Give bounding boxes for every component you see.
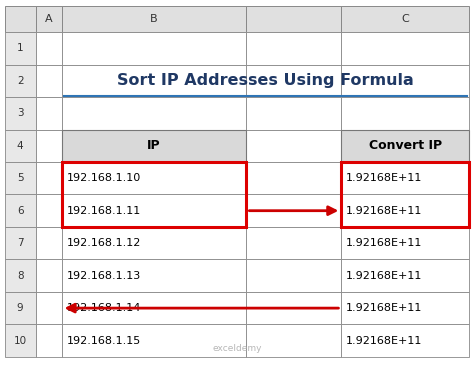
Bar [246,65,341,97]
Bar [5,227,36,259]
Text: 192.168.1.14: 192.168.1.14 [67,303,142,313]
Bar [36,259,62,292]
Bar [246,32,341,65]
Text: exceldemy: exceldemy [212,344,262,353]
Bar [341,65,469,97]
Bar [246,162,341,194]
Bar [62,162,246,194]
Bar [62,6,246,32]
Text: 1: 1 [17,43,23,54]
Bar [5,65,36,97]
Text: Convert IP: Convert IP [369,139,442,152]
Bar [341,324,469,357]
Bar [341,32,469,65]
Bar [5,130,36,162]
Bar [5,32,36,65]
Bar [36,65,62,97]
Bar [36,6,62,32]
Text: 1.92168E+11: 1.92168E+11 [346,206,422,216]
Bar [246,292,341,324]
Bar [62,162,246,227]
Bar [62,130,246,162]
Bar [62,194,246,227]
Text: 3: 3 [17,108,23,118]
Text: Sort IP Addresses Using Formula: Sort IP Addresses Using Formula [117,73,414,88]
Bar [62,97,246,130]
Text: 4: 4 [17,141,23,151]
Bar [246,130,341,162]
Bar [36,130,62,162]
Text: B: B [150,14,158,24]
Bar [36,194,62,227]
Bar [5,194,36,227]
Bar [5,259,36,292]
Bar [246,6,341,32]
Text: 1.92168E+11: 1.92168E+11 [346,173,422,183]
Bar [36,324,62,357]
Bar [341,194,469,227]
Text: A: A [45,14,53,24]
Text: 6: 6 [17,206,23,216]
Bar [36,292,62,324]
Text: C: C [401,14,409,24]
Text: 192.168.1.11: 192.168.1.11 [67,206,142,216]
Bar [246,324,341,357]
Bar [341,227,469,259]
Bar [5,324,36,357]
Text: 7: 7 [17,238,23,248]
Bar [62,227,246,259]
Bar [62,130,246,162]
Text: 5: 5 [17,173,23,183]
Text: IP: IP [147,139,161,152]
Bar [62,324,246,357]
Bar [341,162,469,194]
Text: 1.92168E+11: 1.92168E+11 [346,335,422,346]
Bar [62,32,246,65]
Bar [246,194,341,227]
Text: 1.92168E+11: 1.92168E+11 [346,238,422,248]
Bar [62,65,246,97]
Bar [341,97,469,130]
Bar [5,6,36,32]
Bar [246,227,341,259]
Bar [246,97,341,130]
Bar [36,32,62,65]
Text: 192.168.1.15: 192.168.1.15 [67,335,142,346]
Bar [341,130,469,162]
Bar [62,292,246,324]
Bar [62,259,246,292]
Text: 8: 8 [17,270,23,281]
Bar [36,227,62,259]
Bar [36,97,62,130]
Text: 192.168.1.12: 192.168.1.12 [67,238,142,248]
Bar [341,292,469,324]
Bar [5,292,36,324]
Text: 2: 2 [17,76,23,86]
Text: 1.92168E+11: 1.92168E+11 [346,270,422,281]
Text: 10: 10 [14,335,27,346]
Text: 192.168.1.10: 192.168.1.10 [67,173,142,183]
Bar [341,162,469,227]
Text: 9: 9 [17,303,23,313]
Text: 1.92168E+11: 1.92168E+11 [346,303,422,313]
Bar [5,97,36,130]
Bar [341,130,469,162]
Bar [5,162,36,194]
Text: 192.168.1.13: 192.168.1.13 [67,270,142,281]
Bar [341,6,469,32]
Bar [36,162,62,194]
Bar [246,259,341,292]
Bar [341,259,469,292]
